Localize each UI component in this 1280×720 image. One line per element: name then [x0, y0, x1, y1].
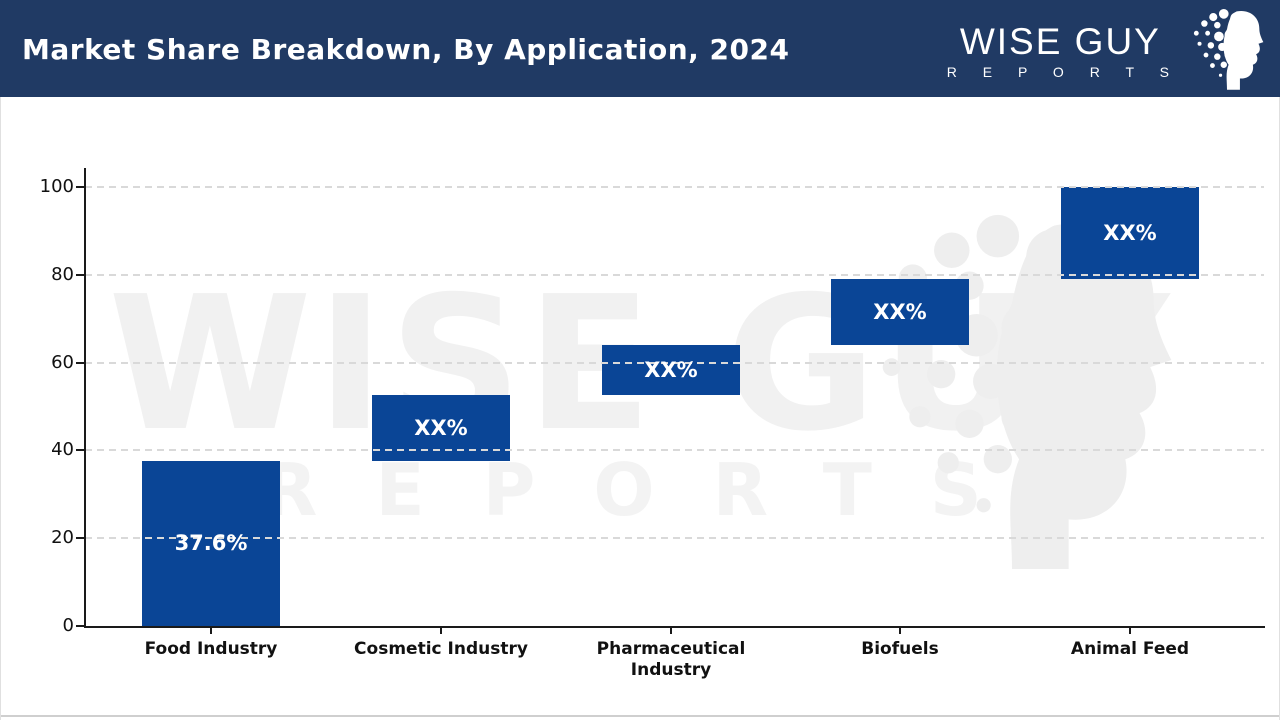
- x-tick-mark: [670, 626, 672, 634]
- y-tick-mark: [76, 186, 84, 188]
- gridline-40: [85, 449, 1264, 452]
- bar-pharmaceutical-industry: [602, 345, 740, 396]
- x-tick-mark: [440, 626, 442, 634]
- watermark-face-icon: [866, 214, 1172, 569]
- gridline-60: [85, 361, 1264, 364]
- y-tick-label: 60: [51, 351, 74, 373]
- wiseguy-logo-text: WISE GUY R E P O R T S: [941, 23, 1180, 80]
- x-category-label-animal-feed: Animal Feed: [1070, 639, 1190, 659]
- gridline-100: [85, 186, 1264, 188]
- y-tick-label: 40: [51, 439, 74, 461]
- x-category-label-cosmetic-industry: Cosmetic Industry: [354, 639, 528, 659]
- y-tick-mark: [76, 361, 84, 364]
- bar-value-label-animal-feed: XX%: [1103, 221, 1157, 246]
- bar-value-label-biofuels: XX%: [873, 300, 927, 325]
- y-tick-mark: [76, 273, 84, 276]
- y-tick-label: 100: [39, 176, 74, 197]
- y-tick-label: 20: [51, 527, 74, 549]
- bar-value-label-pharmaceutical-industry: XX%: [644, 358, 698, 383]
- logo-wiseguy-label: WISE GUY: [959, 20, 1161, 62]
- x-category-label-pharmaceutical-industry: Pharmaceutical Industry: [596, 639, 746, 680]
- y-tick-mark: [76, 537, 84, 540]
- bar-biofuels: [831, 279, 969, 346]
- bottom-border: [0, 715, 1280, 717]
- y-tick-label: 80: [51, 263, 74, 285]
- y-tick-mark: [76, 449, 84, 452]
- y-tick-label: 0: [62, 615, 74, 636]
- header-bar: Market Share Breakdown, By Application, …: [0, 0, 1280, 97]
- logo-reports-label: R E P O R T S: [946, 63, 1180, 80]
- y-axis-line: [84, 168, 86, 628]
- wiseguy-face-icon: [1193, 9, 1264, 90]
- x-tick-mark: [899, 626, 901, 634]
- x-category-label-food-industry: Food Industry: [144, 639, 278, 659]
- x-tick-mark: [210, 626, 212, 634]
- x-axis-line: [84, 626, 1265, 628]
- gridline-80: [85, 273, 1264, 276]
- gridline-20: [85, 537, 1264, 540]
- x-category-label-biofuels: Biofuels: [861, 639, 939, 659]
- y-tick-mark: [76, 625, 84, 627]
- wiseguy-logo: WISE GUY R E P O R T S: [941, 9, 1268, 92]
- watermark-reports-text: REPORTS: [262, 448, 1040, 532]
- bar-value-label-food-industry: 37.6%: [174, 531, 248, 556]
- x-tick-mark: [1129, 626, 1131, 634]
- bar-food-industry: [142, 460, 280, 626]
- bar-animal-feed: [1061, 187, 1199, 280]
- page-title: Market Share Breakdown, By Application, …: [22, 33, 790, 66]
- bar-value-label-cosmetic-industry: XX%: [414, 416, 468, 440]
- left-border: [0, 97, 1, 720]
